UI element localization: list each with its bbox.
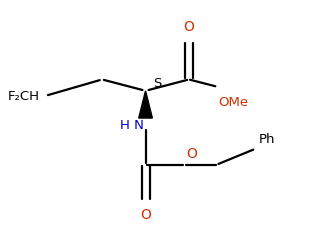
Text: H N: H N	[120, 119, 144, 133]
Text: F₂CH: F₂CH	[8, 90, 40, 103]
Text: S: S	[153, 77, 162, 90]
Polygon shape	[139, 91, 152, 118]
Text: OMe: OMe	[218, 96, 249, 109]
Text: O: O	[183, 20, 194, 34]
Text: Ph: Ph	[259, 133, 275, 146]
Text: O: O	[140, 208, 151, 222]
Text: O: O	[186, 147, 197, 161]
